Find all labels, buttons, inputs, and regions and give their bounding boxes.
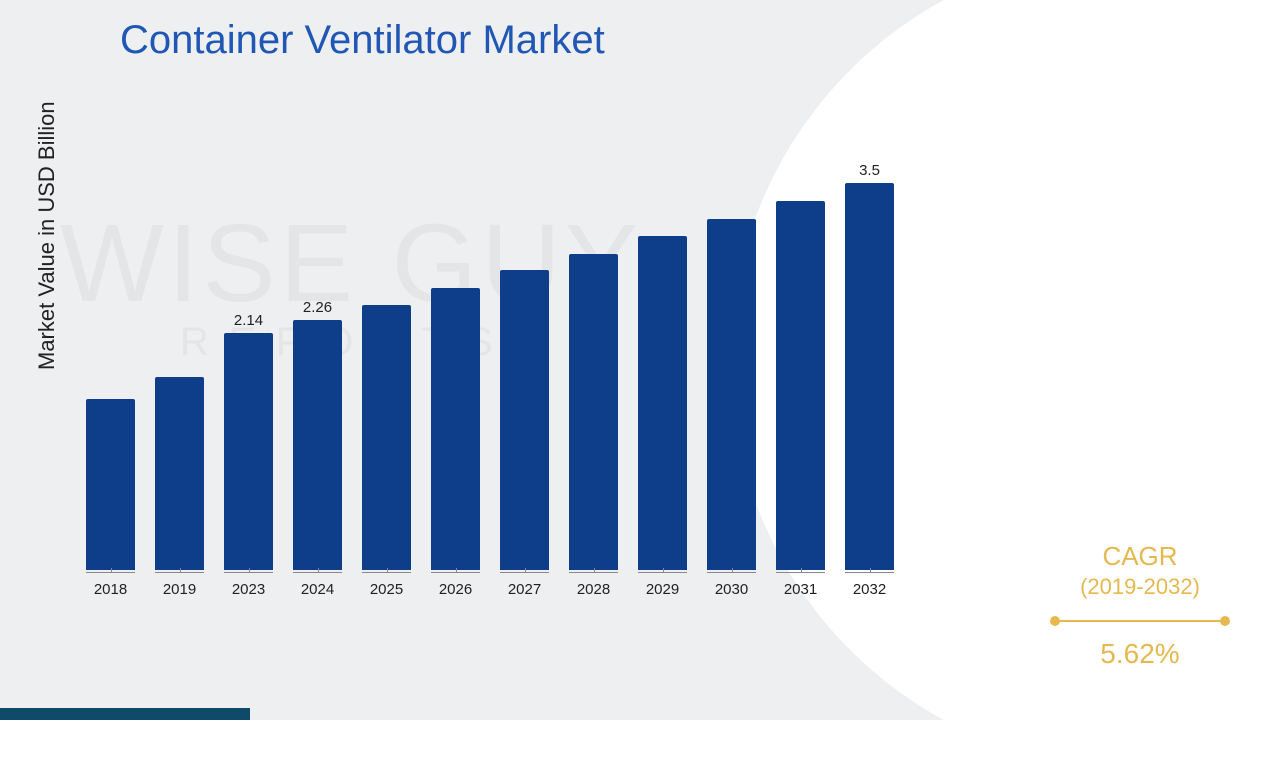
bar-value-label: 2.14 [234,312,263,329]
bar-rect [500,270,549,570]
cagr-range: (2019-2032) [1040,574,1240,600]
bar-slot [569,150,618,570]
bar-rect [776,201,825,570]
x-axis-tick: 2023 [224,572,273,612]
bar-rect [569,254,618,570]
bar-rect [431,288,480,570]
x-axis-tick: 2027 [500,572,549,612]
bar-slot [86,150,135,570]
x-axis-tick: 2028 [569,572,618,612]
bar-slot: 2.26 [293,150,342,570]
bar-rect [707,219,756,570]
y-axis-label: Market Value in USD Billion [34,101,60,370]
x-axis-tick: 2019 [155,572,204,612]
cagr-title: CAGR [1040,541,1240,572]
head-dots-icon [1200,18,1270,108]
x-axis-tick: 2030 [707,572,756,612]
chart-title: Container Ventilator Market [120,18,605,63]
bottom-accent-strip [0,708,250,720]
cagr-block: CAGR (2019-2032) 5.62% [1040,541,1240,670]
cagr-divider-icon [1055,620,1225,622]
x-axis-tick: 2031 [776,572,825,612]
x-axis-tick: 2025 [362,572,411,612]
bar-slot [155,150,204,570]
x-axis: 2018 2019 2023 2024 2025 2026 2027 2028 2029 2030… [80,572,900,612]
bar-rect [224,333,273,570]
x-axis-tick: 2018 [86,572,135,612]
bar-slot [362,150,411,570]
bar-slot [638,150,687,570]
x-axis-tick: 2024 [293,572,342,612]
bar-slot: 3.5 [845,150,894,570]
x-axis-tick: 2026 [431,572,480,612]
bar-rect [362,305,411,570]
x-axis-tick: 2032 [845,572,894,612]
bar-slot [776,150,825,570]
bar-value-label: 2.26 [303,299,332,316]
bar-rect [293,320,342,570]
bar-slot [707,150,756,570]
bar-slot [500,150,549,570]
cagr-value: 5.62% [1040,638,1240,670]
bar-rect [86,399,135,570]
bar-rect [638,236,687,570]
x-axis-tick: 2029 [638,572,687,612]
bar-rect [155,377,204,570]
bar-slot [431,150,480,570]
bar-slot: 2.14 [224,150,273,570]
bar-chart: 2.14 2.26 3.5 [80,150,900,570]
bar-rect [845,183,894,570]
bar-value-label: 3.5 [859,162,880,179]
brand-logo: WISE GUY REPORTS [1094,24,1260,76]
